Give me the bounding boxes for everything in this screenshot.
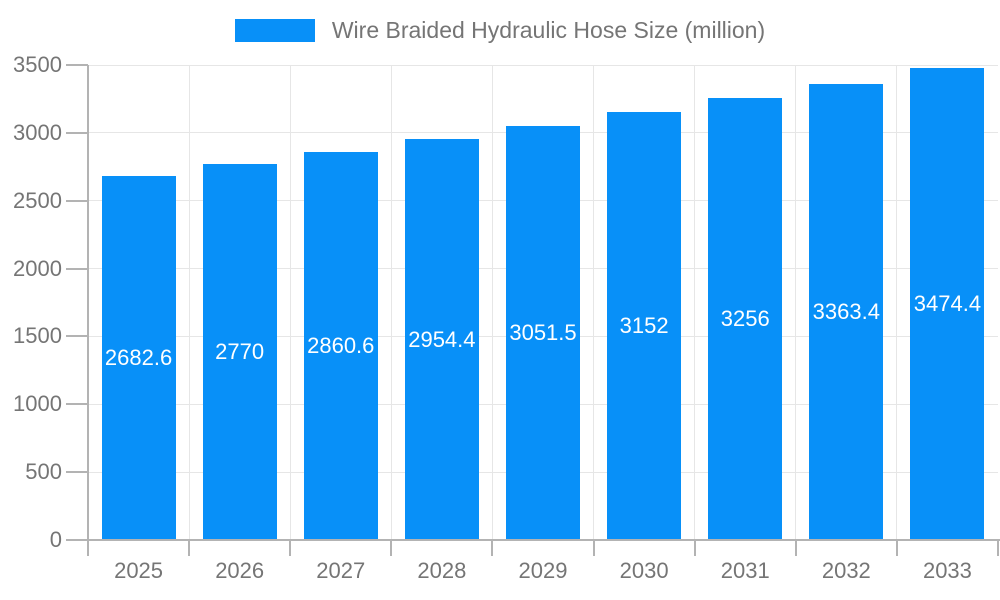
bar-value-label: 2682.6 [104,344,173,370]
x-axis-tick-label: 2031 [720,558,770,583]
y-axis-tick [66,267,88,270]
bar-value-label: 2860.6 [307,332,375,358]
y-axis-tick-label: 2000 [13,255,62,281]
x-axis-tick [794,540,797,556]
x-axis-tick [592,540,595,556]
x-axis-tick [997,540,999,556]
y-axis-tick-label: 1500 [13,323,62,349]
y-axis-tick [66,64,88,66]
bar-value-label: 3152 [619,313,669,339]
bar-value-label: 3363.4 [812,298,880,324]
x-axis-tick-label: 2026 [215,558,265,583]
y-axis-tick-label: 3500 [13,52,62,77]
x-axis-tick [895,540,898,556]
gridline-vertical [491,65,493,540]
legend-label: Wire Braided Hydraulic Hose Size (millio… [331,17,766,43]
gridline-vertical [694,65,696,540]
x-axis-tick-label: 2028 [417,558,467,583]
bar [404,139,479,540]
bar [607,112,682,540]
x-axis-tick [390,540,393,556]
y-axis-tick-label: 0 [49,527,62,552]
bar-value-label: 3474.4 [913,291,982,317]
gridline-vertical [188,65,190,540]
x-axis-line [88,539,1000,541]
bar-value-label: 2954.4 [408,326,476,352]
y-axis-line [87,65,89,556]
bar [708,98,783,540]
bar [809,83,884,540]
bar [101,175,176,540]
bar-value-label: 3051.5 [509,319,577,345]
x-axis-tick-label: 2025 [114,558,164,583]
bar [202,164,277,540]
y-axis-tick-label: 500 [25,459,62,485]
gridline-vertical [593,65,595,540]
y-axis-tick-label: 2500 [13,187,62,213]
y-axis-tick [66,335,88,338]
x-axis-tick-label: 2029 [518,558,568,583]
gridline-vertical [896,65,898,540]
y-axis-tick-label: 1000 [13,391,62,417]
chart-legend: Wire Braided Hydraulic Hose Size (millio… [0,17,1000,44]
bar-value-label: 3256 [720,306,770,332]
y-axis-tick [66,471,88,474]
y-axis-tick [66,403,88,406]
bar [910,68,985,540]
x-axis-tick [491,540,494,556]
gridline-vertical [795,65,797,540]
x-axis-tick [693,540,696,556]
x-axis-tick-label: 2027 [316,558,366,583]
y-axis-tick [66,131,88,134]
legend-swatch [234,19,315,42]
y-axis-tick-label: 3000 [13,119,62,145]
x-axis-tick-label: 2032 [821,558,871,583]
x-axis-tick-label: 2030 [619,558,669,583]
bar [303,151,378,540]
bar-value-label: 2770 [215,339,265,365]
y-axis-tick [66,539,88,541]
x-axis-tick [188,540,191,556]
y-axis-tick [66,199,88,202]
x-axis-tick-label: 2033 [922,558,972,583]
x-axis-tick [289,540,292,556]
gridline-horizontal [88,64,998,66]
gridline-vertical [390,65,392,540]
bar [506,125,580,540]
gridline-vertical [289,65,291,540]
